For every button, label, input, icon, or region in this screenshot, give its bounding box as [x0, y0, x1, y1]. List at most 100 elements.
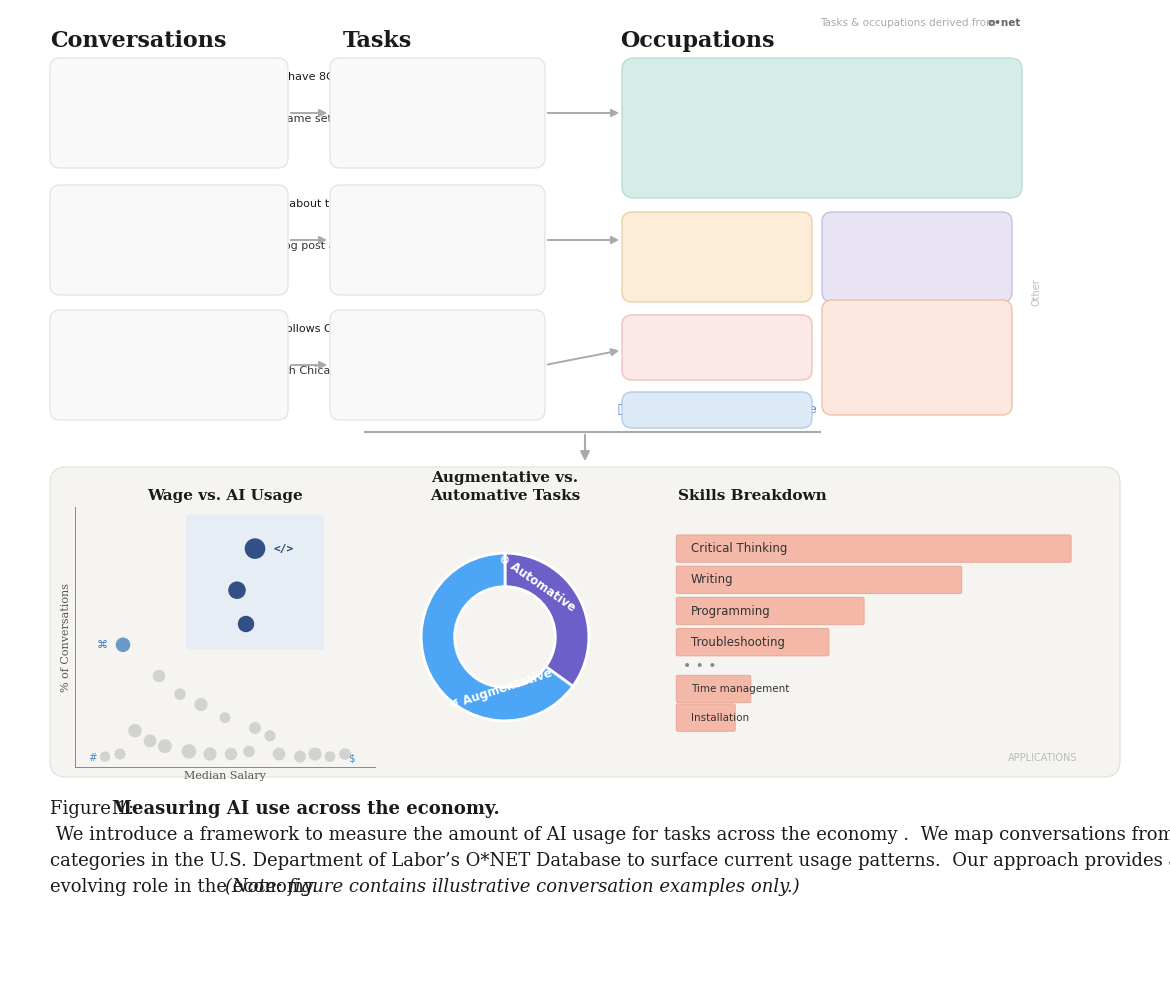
FancyBboxPatch shape — [50, 58, 288, 168]
Point — [180, 743, 199, 760]
Point — [96, 748, 115, 765]
Text: evolving role in the economy.: evolving role in the economy. — [50, 878, 323, 896]
Text: • • •: • • • — [682, 659, 716, 673]
Point — [150, 668, 168, 684]
Text: Conversations: Conversations — [50, 30, 226, 52]
Text: $: $ — [347, 753, 355, 764]
Text: My game keeps crashing as I only have 8GB of RAM...: My game keeps crashing as I only have 8G… — [92, 72, 395, 82]
Point — [236, 616, 255, 632]
Point — [200, 746, 219, 763]
Point — [261, 727, 280, 743]
Text: o•net: o•net — [987, 18, 1021, 28]
FancyBboxPatch shape — [676, 598, 865, 625]
Wedge shape — [421, 553, 573, 721]
FancyBboxPatch shape — [823, 300, 1012, 415]
FancyBboxPatch shape — [622, 58, 1023, 198]
Point — [246, 720, 264, 736]
FancyBboxPatch shape — [50, 310, 288, 420]
Text: Installation: Installation — [691, 712, 749, 722]
FancyBboxPatch shape — [50, 467, 1120, 777]
Point — [140, 733, 159, 749]
Text: ⌕  O*NET TASK: ⌕ O*NET TASK — [344, 197, 409, 206]
Text: I'll help align your blogpost with Chicago style guide...: I'll help align your blogpost with Chica… — [113, 366, 420, 376]
FancyBboxPatch shape — [622, 315, 812, 380]
Text: Standardize materials from
other writers and staff: Standardize materials from other writers… — [344, 340, 518, 368]
Text: ✏: ✏ — [708, 228, 725, 248]
Text: User:: User: — [62, 199, 95, 209]
Text: Writing: Writing — [691, 573, 734, 586]
Text: Skills Breakdown: Skills Breakdown — [679, 489, 827, 503]
Point — [192, 696, 211, 712]
Text: ⊕ Automative: ⊕ Automative — [496, 551, 578, 614]
Y-axis label: % of Conversations: % of Conversations — [61, 582, 71, 691]
FancyBboxPatch shape — [622, 212, 812, 302]
FancyBboxPatch shape — [622, 392, 812, 428]
X-axis label: Median Salary: Median Salary — [184, 772, 266, 782]
Text: Critical Thinking: Critical Thinking — [691, 542, 787, 555]
Text: (Note: figure contains illustrative conversation examples only.): (Note: figure contains illustrative conv… — [225, 878, 799, 896]
Text: Assistant:: Assistant: — [62, 114, 125, 124]
Text: ⊞: ⊞ — [908, 315, 925, 335]
FancyBboxPatch shape — [676, 535, 1071, 562]
Text: Measuring AI use across the economy.: Measuring AI use across the economy. — [112, 800, 500, 818]
Point — [111, 746, 130, 763]
Point — [113, 637, 132, 653]
Text: Other: Other — [1032, 278, 1042, 306]
Text: Education & Library: Education & Library — [845, 267, 990, 281]
FancyBboxPatch shape — [50, 185, 288, 295]
Text: Assistant:: Assistant: — [62, 366, 125, 376]
Text: #: # — [89, 753, 97, 764]
Text: Tasks & occupations derived from: Tasks & occupations derived from — [820, 18, 999, 28]
Wedge shape — [505, 553, 589, 686]
FancyBboxPatch shape — [186, 515, 324, 650]
Text: Assistant:: Assistant: — [62, 241, 125, 252]
FancyBboxPatch shape — [823, 212, 1012, 302]
FancyBboxPatch shape — [330, 185, 545, 295]
Text: User:: User: — [62, 72, 95, 82]
Text: 🏢  Office & Administrative: 🏢 Office & Administrative — [634, 341, 800, 354]
FancyBboxPatch shape — [676, 566, 962, 594]
Point — [321, 748, 339, 765]
Point — [290, 748, 309, 765]
Text: ↺ Augmentative: ↺ Augmentative — [448, 666, 553, 711]
Text: I'd be happy to review your blog post about the Golden...: I'd be happy to review your blog post ab… — [113, 241, 436, 252]
Text: </>: </> — [803, 96, 841, 116]
Text: Business &
Financial: Business & Financial — [878, 344, 957, 376]
Text: Modify software to improve
performance and adapt to new
hardware: Modify software to improve performance a… — [344, 88, 539, 131]
FancyBboxPatch shape — [330, 58, 545, 168]
Title: Augmentative vs.
Automative Tasks: Augmentative vs. Automative Tasks — [429, 471, 580, 503]
Text: I can help you optimize your game settings! Let's lower th...: I can help you optimize your game settin… — [113, 114, 453, 124]
Text: Troubleshooting: Troubleshooting — [691, 636, 785, 649]
Text: Could you look over my blog post about the Golden Gate Bridge?: Could you look over my blog post about t… — [92, 199, 462, 209]
Text: ⌕  O*NET TASK: ⌕ O*NET TASK — [344, 70, 409, 79]
Text: ⚗  Life, Physical & Social Science: ⚗ Life, Physical & Social Science — [618, 403, 817, 416]
Point — [228, 582, 247, 599]
Text: ⌕  O*NET TASK: ⌕ O*NET TASK — [344, 322, 409, 331]
FancyBboxPatch shape — [676, 704, 735, 731]
Point — [336, 746, 355, 763]
Text: Arts & Media: Arts & Media — [669, 267, 764, 281]
Text: Time management: Time management — [691, 684, 790, 694]
Title: Wage vs. AI Usage: Wage vs. AI Usage — [147, 489, 303, 503]
Point — [221, 746, 240, 763]
Point — [215, 709, 234, 725]
Text: Can you make sure this blogpost follows Chicago style?: Can you make sure this blogpost follows … — [92, 324, 405, 334]
Point — [246, 540, 264, 556]
Point — [269, 746, 288, 763]
Text: Programming: Programming — [691, 605, 771, 618]
Text: 🎓: 🎓 — [911, 229, 922, 247]
Point — [156, 738, 174, 754]
Text: categories in the U.S. Department of Labor’s O*NET Database to surface current u: categories in the U.S. Department of Lab… — [50, 852, 1170, 870]
Point — [125, 722, 144, 738]
Text: Review and rewrite content for
publication approval: Review and rewrite content for publicati… — [344, 215, 542, 243]
Text: ⌘: ⌘ — [96, 640, 108, 650]
Text: </>: </> — [273, 543, 294, 553]
Point — [305, 746, 324, 763]
Text: Computer &
Mathematical: Computer & Mathematical — [771, 136, 873, 170]
Point — [171, 686, 190, 702]
Text: Figure 1:: Figure 1: — [50, 800, 140, 818]
FancyBboxPatch shape — [676, 675, 751, 702]
Text: We introduce a framework to measure the amount of AI usage for tasks across the : We introduce a framework to measure the … — [50, 826, 1170, 844]
Text: Tasks: Tasks — [343, 30, 412, 52]
Text: Occupations: Occupations — [620, 30, 775, 52]
